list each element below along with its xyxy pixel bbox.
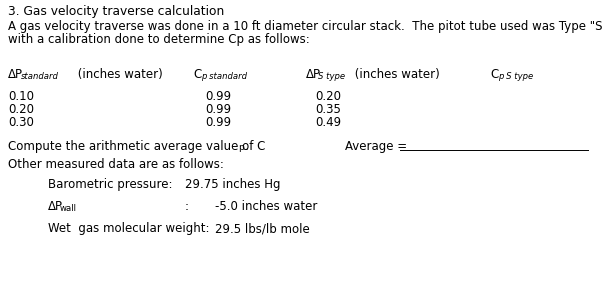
Text: C: C xyxy=(490,68,498,81)
Text: standard: standard xyxy=(21,72,59,81)
Text: ΔP: ΔP xyxy=(306,68,321,81)
Text: Other measured data are as follows:: Other measured data are as follows: xyxy=(8,158,224,171)
Text: 0.10: 0.10 xyxy=(8,90,34,103)
Text: 0.30: 0.30 xyxy=(8,116,34,129)
Text: p standard: p standard xyxy=(201,72,247,81)
Text: 29.75 inches Hg: 29.75 inches Hg xyxy=(185,178,281,191)
Text: wall: wall xyxy=(60,204,77,213)
Text: C: C xyxy=(193,68,201,81)
Text: 0.99: 0.99 xyxy=(205,90,231,103)
Text: (inches water): (inches water) xyxy=(74,68,163,81)
Text: p S type: p S type xyxy=(498,72,533,81)
Text: (inches water): (inches water) xyxy=(351,68,439,81)
Text: S type: S type xyxy=(318,72,345,81)
Text: Average =: Average = xyxy=(345,140,407,153)
Text: 0.20: 0.20 xyxy=(315,90,341,103)
Text: ΔP: ΔP xyxy=(48,200,63,213)
Text: Barometric pressure:: Barometric pressure: xyxy=(48,178,173,191)
Text: Wet  gas molecular weight:: Wet gas molecular weight: xyxy=(48,222,209,235)
Text: 0.35: 0.35 xyxy=(315,103,341,116)
Text: 0.99: 0.99 xyxy=(205,103,231,116)
Text: 3. Gas velocity traverse calculation: 3. Gas velocity traverse calculation xyxy=(8,5,225,18)
Text: 29.5 lbs/lb mole: 29.5 lbs/lb mole xyxy=(215,222,310,235)
Text: A gas velocity traverse was done in a 10 ft diameter circular stack.  The pitot : A gas velocity traverse was done in a 10… xyxy=(8,20,602,33)
Text: p: p xyxy=(238,143,244,152)
Text: .: . xyxy=(245,140,249,153)
Text: ΔP: ΔP xyxy=(8,68,23,81)
Text: 0.99: 0.99 xyxy=(205,116,231,129)
Text: 0.20: 0.20 xyxy=(8,103,34,116)
Text: -5.0 inches water: -5.0 inches water xyxy=(215,200,317,213)
Text: :: : xyxy=(185,200,189,213)
Text: 0.49: 0.49 xyxy=(315,116,341,129)
Text: with a calibration done to determine Cp as follows:: with a calibration done to determine Cp … xyxy=(8,33,310,46)
Text: Compute the arithmetic average value of C: Compute the arithmetic average value of … xyxy=(8,140,265,153)
